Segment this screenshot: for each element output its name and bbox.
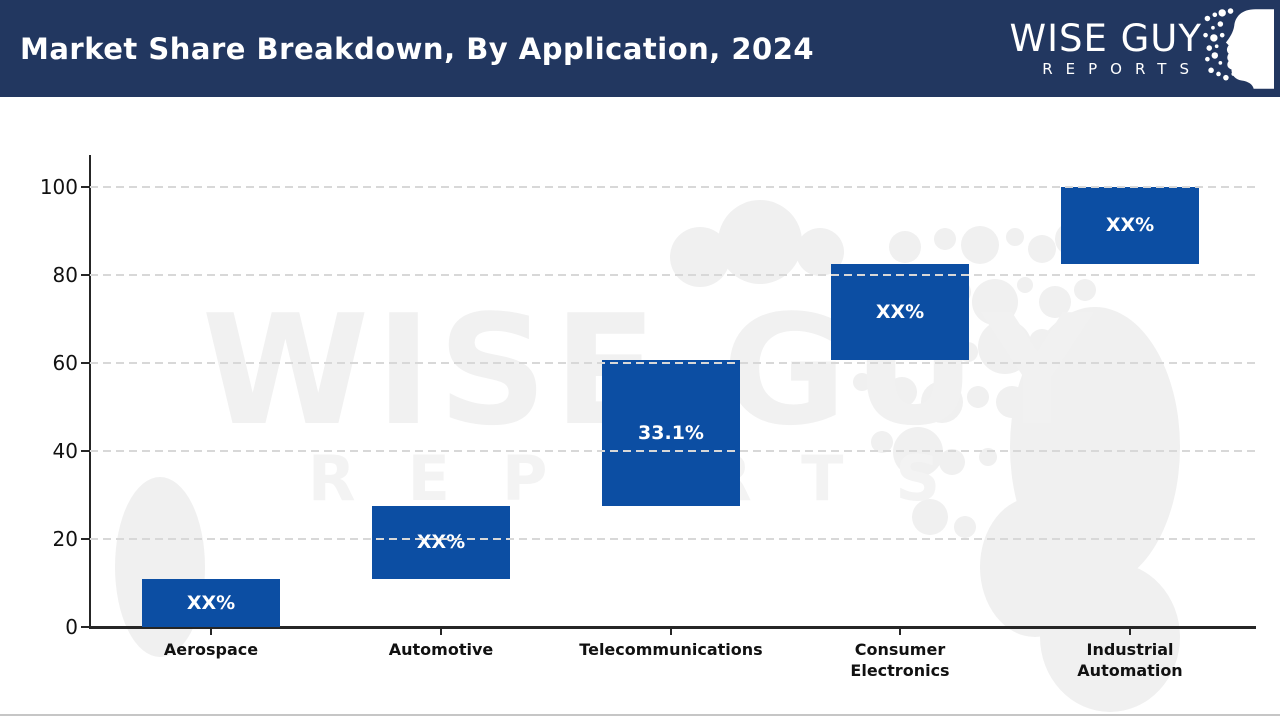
logo-subtitle: REPORTS <box>1042 60 1202 78</box>
y-axis-line <box>89 155 91 629</box>
y-tick-mark <box>81 186 90 188</box>
x-category-label-aerospace: Aerospace <box>91 639 331 660</box>
x-tick-mark <box>1129 628 1131 635</box>
logo-wordmark: WISE GUY <box>1009 17 1202 60</box>
y-tick-mark <box>81 626 90 628</box>
x-tick-mark <box>670 628 672 635</box>
y-tick-label: 0 <box>65 615 78 639</box>
chart-title: Market Share Breakdown, By Application, … <box>20 31 815 66</box>
gridline-y-40 <box>90 450 1256 452</box>
bar-value-label: XX% <box>416 531 466 554</box>
bar-value-label: XX% <box>1105 214 1155 237</box>
gridline-y-60 <box>90 362 1256 364</box>
x-category-label-line: Aerospace <box>163 640 259 659</box>
x-category-label-automotive: Automotive <box>321 639 561 660</box>
header-bar: Market Share Breakdown, By Application, … <box>0 0 1280 97</box>
x-category-label-consumer-electronics: Consumer Electronics <box>780 639 1020 681</box>
logo-face-icon <box>1203 8 1274 89</box>
bar-consumer-electronics: XX% <box>831 263 969 360</box>
y-tick-label: 60 <box>52 351 78 375</box>
x-category-label-line: Electronics <box>850 661 950 680</box>
gridline-y-100 <box>90 186 1256 188</box>
bar-aerospace: XX% <box>142 578 280 627</box>
x-axis-line <box>89 626 1256 629</box>
x-category-label-line: Automotive <box>388 640 494 659</box>
y-tick-mark <box>81 538 90 540</box>
y-tick-label: 80 <box>52 263 78 287</box>
bar-value-label: XX% <box>186 591 236 614</box>
bottom-divider <box>0 714 1280 716</box>
y-tick-label: 20 <box>52 527 78 551</box>
x-category-label-telecommunications: Telecommunications <box>551 639 791 660</box>
y-tick-mark <box>81 274 90 276</box>
y-tick-mark <box>81 362 90 364</box>
y-tick-mark <box>81 450 90 452</box>
x-category-label-line: Consumer <box>854 640 946 659</box>
bar-value-label: 33.1% <box>638 421 704 444</box>
y-tick-label: 40 <box>52 439 78 463</box>
bar-automotive: XX% <box>372 505 510 579</box>
gridline-y-20 <box>90 538 1256 540</box>
x-tick-mark <box>440 628 442 635</box>
x-tick-mark <box>899 628 901 635</box>
bar-industrial-automation: XX% <box>1061 187 1199 264</box>
x-category-label-line: Automation <box>1077 661 1183 680</box>
y-tick-label: 100 <box>39 175 78 199</box>
bar-value-label: XX% <box>875 300 925 323</box>
bar-telecommunications: 33.1% <box>602 359 740 506</box>
logo: WISE GUY REPORTS <box>1009 17 1202 79</box>
x-tick-mark <box>210 628 212 635</box>
x-category-label-line: Industrial <box>1086 640 1174 659</box>
gridline-y-80 <box>90 274 1256 276</box>
x-category-label-line: Telecommunications <box>579 640 763 659</box>
x-category-label-industrial-automation: Industrial Automation <box>1010 639 1250 681</box>
